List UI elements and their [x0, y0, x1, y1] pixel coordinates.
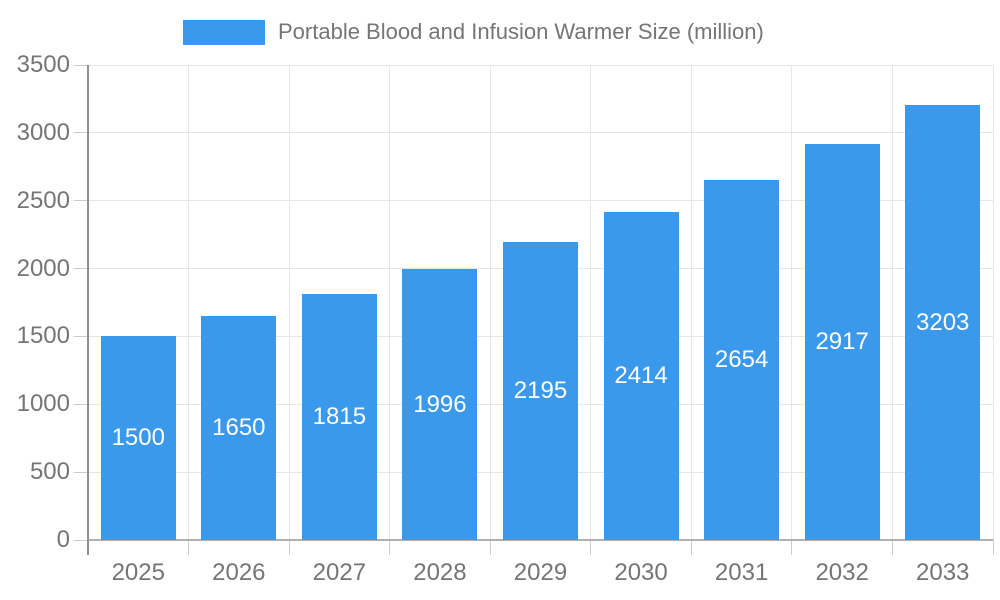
bar — [402, 269, 478, 540]
bar-value-label: 1650 — [212, 414, 266, 442]
bar — [905, 105, 981, 540]
bar-value-label: 1996 — [413, 390, 467, 418]
y-tick — [74, 200, 88, 202]
y-gridline — [88, 64, 993, 66]
x-gridline — [791, 65, 793, 540]
bar-value-label: 2654 — [714, 345, 769, 373]
y-axis-tick-label: 500 — [29, 458, 70, 486]
y-axis-tick-label: 2000 — [16, 254, 70, 282]
y-axis-tick-label: 3500 — [16, 51, 70, 78]
bar-value-label: 2195 — [513, 377, 568, 405]
legend-series-label: Portable Blood and Infusion Warmer Size … — [278, 19, 764, 44]
x-axis-tick-label: 2031 — [714, 559, 769, 586]
y-axis-tick-label: 0 — [56, 526, 70, 553]
y-axis-tick-label: 1500 — [16, 322, 70, 350]
bar-value-label: 3203 — [916, 308, 970, 336]
y-gridline — [88, 200, 993, 202]
y-tick — [74, 64, 88, 66]
y-axis-tick-label: 1000 — [16, 390, 70, 418]
bar — [301, 293, 377, 540]
y-tick — [74, 335, 88, 337]
x-gridline — [992, 65, 994, 540]
x-tick — [188, 540, 190, 555]
bar-value-label: 2917 — [815, 328, 869, 356]
x-axis-tick-label: 2030 — [614, 559, 668, 586]
y-tick — [74, 471, 88, 473]
x-gridline — [489, 65, 491, 540]
x-gridline — [690, 65, 692, 540]
bar — [603, 212, 679, 540]
x-axis-tick-label: 2028 — [413, 559, 467, 586]
x-axis-tick-label: 2029 — [513, 559, 568, 586]
x-gridline — [288, 65, 290, 540]
bar — [704, 179, 780, 540]
x-axis-tick-label: 2033 — [916, 559, 970, 586]
bar — [503, 242, 578, 540]
bar — [201, 316, 277, 540]
x-axis-baseline — [88, 539, 993, 541]
x-axis-tick-label: 2025 — [111, 559, 165, 586]
x-gridline — [590, 65, 592, 540]
y-axis-line — [87, 65, 89, 555]
legend: Portable Blood and Infusion Warmer Size … — [183, 19, 764, 45]
y-tick — [74, 268, 88, 270]
x-gridline — [891, 65, 893, 540]
x-axis-tick-label: 2027 — [312, 559, 367, 586]
y-tick — [74, 403, 88, 405]
x-tick — [389, 540, 391, 555]
y-gridline — [88, 132, 993, 134]
x-tick — [992, 540, 994, 555]
x-tick — [891, 540, 893, 555]
bar-value-label: 1815 — [312, 402, 367, 430]
legend-swatch — [183, 19, 265, 45]
x-tick — [489, 540, 491, 555]
x-tick — [590, 540, 592, 555]
x-axis-tick-label: 2026 — [212, 559, 266, 586]
bar — [100, 336, 176, 540]
bar — [804, 144, 880, 540]
x-gridline — [188, 65, 190, 540]
x-tick — [288, 540, 290, 555]
x-gridline — [389, 65, 391, 540]
bar-value-label: 1500 — [111, 424, 165, 452]
y-tick — [74, 539, 88, 541]
x-axis-tick-label: 2032 — [815, 559, 869, 586]
bar-value-label: 2414 — [614, 362, 668, 390]
y-axis-tick-label: 3000 — [16, 118, 70, 146]
x-tick — [690, 540, 692, 555]
x-tick — [791, 540, 793, 555]
y-tick — [74, 132, 88, 134]
y-axis-tick-label: 2500 — [16, 186, 70, 214]
